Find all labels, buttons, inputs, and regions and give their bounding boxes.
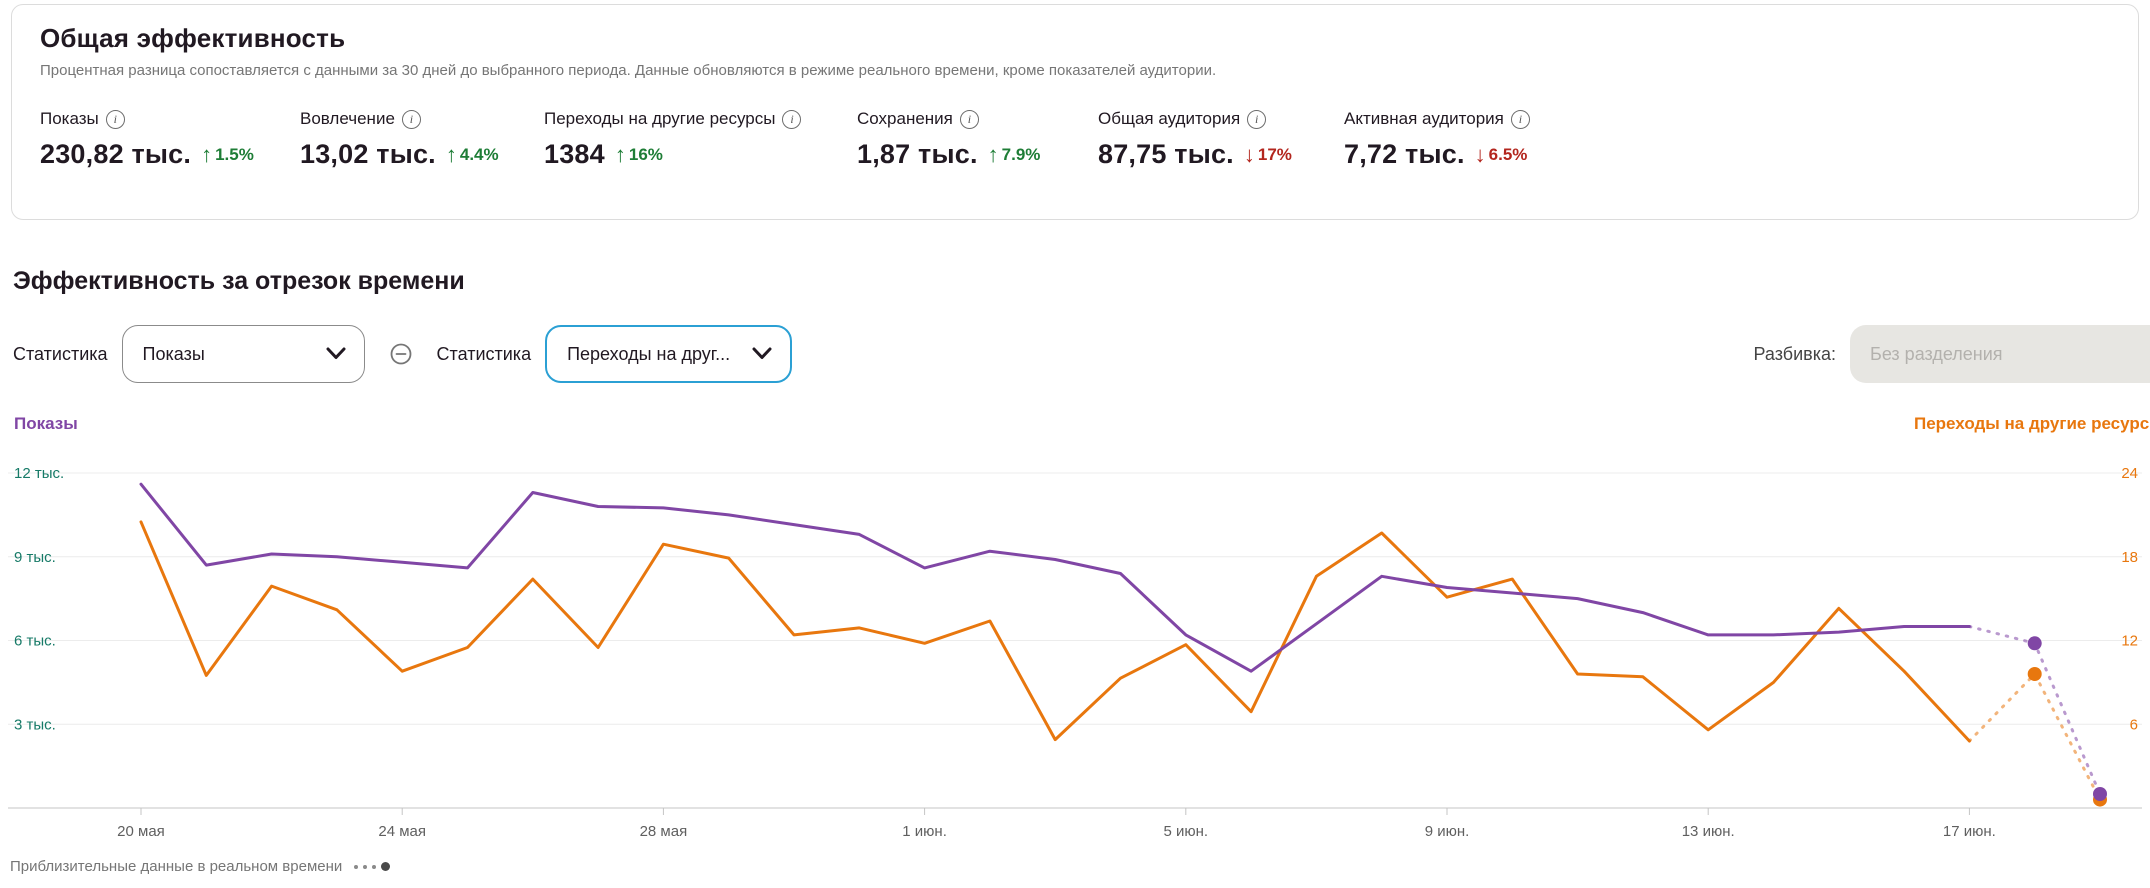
metrics-row: Показы i 230,82 тыс. ↑ 1.5% Вовлечение i…	[40, 109, 2110, 170]
remove-stat-icon[interactable]	[389, 342, 413, 366]
legend-outbound-clicks: Переходы на другие ресурсы	[1914, 414, 2150, 433]
performance-chart[interactable]: 3 тыс. 6 6 тыс. 12 9 тыс. 18 12 тыс. 24 20 мая 24…	[0, 442, 2150, 844]
metric-value: 1384	[544, 139, 605, 169]
info-icon[interactable]: i	[401, 109, 421, 129]
metric-change: 17%	[1257, 144, 1292, 164]
split-dropdown-value: Без разделения	[1870, 343, 2003, 364]
metric-label: Вовлечение	[300, 109, 395, 128]
x-axis-label: 17 июн.	[1943, 823, 1996, 840]
right-axis-label: 6	[2130, 716, 2138, 733]
trend-arrow-icon: ↑	[445, 141, 457, 167]
split-label: Разбивка:	[1753, 343, 1836, 364]
left-axis-label: 9 тыс.	[14, 549, 56, 566]
stat-label-2: Статистика	[436, 343, 532, 364]
metric-change: 7.9%	[1001, 144, 1041, 164]
metric-change: 1.5%	[215, 144, 254, 164]
metric-saves: Сохранения i 1,87 тыс. ↑ 7.9%	[857, 109, 1098, 170]
footnote-text: Приблизительные данные в реальном времен…	[10, 858, 343, 875]
series-line	[139, 520, 1971, 743]
trend-arrow-icon: ↑	[201, 141, 213, 167]
section-title: Эффективность за отрезок времени	[13, 267, 465, 295]
trend-arrow-icon: ↓	[1243, 141, 1255, 167]
metric-outbound-clicks: Переходы на другие ресурсы i 1384 ↑ 16%	[544, 109, 857, 170]
card-title: Общая эффективность	[40, 23, 346, 53]
metric-label: Показы	[40, 109, 99, 128]
metric-label: Активная аудитория	[1344, 109, 1504, 128]
legend-impressions: Показы	[14, 414, 78, 433]
chart-legend: Показы Переходы на другие ресурсы	[0, 414, 2150, 440]
x-axis-label: 5 июн.	[1164, 823, 1209, 840]
metric-value: 7,72 тыс.	[1344, 139, 1465, 169]
info-icon[interactable]: i	[1247, 109, 1267, 129]
series-line-dashed	[1967, 671, 2102, 802]
stat-dropdown-1[interactable]: Показы	[121, 325, 365, 383]
metric-value: 87,75 тыс.	[1098, 139, 1234, 169]
split-dropdown: Без разделения	[1850, 325, 2150, 383]
metric-value: 13,02 тыс.	[300, 139, 436, 169]
data-point-dot[interactable]	[2027, 636, 2042, 651]
x-axis-label: 9 июн.	[1425, 823, 1470, 840]
metric-label: Сохранения	[857, 109, 953, 128]
left-axis-label: 6 тыс.	[14, 633, 56, 650]
metric-engagements: Вовлечение i 13,02 тыс. ↑ 4.4%	[300, 109, 544, 170]
info-icon[interactable]: i	[782, 109, 802, 129]
metric-change: 16%	[628, 144, 663, 164]
chevron-down-icon	[326, 344, 346, 365]
metric-total-audience: Общая аудитория i 87,75 тыс. ↓ 17%	[1098, 109, 1344, 170]
info-icon[interactable]: i	[105, 109, 125, 129]
chart-footnote: Приблизительные данные в реальном времен…	[10, 858, 2150, 875]
series-line-dashed	[1967, 625, 2102, 796]
left-axis-label: 12 тыс.	[14, 465, 64, 482]
data-point-dot[interactable]	[2093, 787, 2107, 801]
x-axis-label: 20 мая	[117, 823, 165, 840]
card-subtitle: Процентная разница сопоставляется с данн…	[40, 62, 1217, 79]
trend-arrow-icon: ↑	[614, 141, 626, 167]
x-axis-label: 13 июн.	[1682, 823, 1735, 840]
trend-arrow-icon: ↑	[987, 141, 999, 167]
info-icon[interactable]: i	[959, 109, 979, 129]
series-line	[139, 482, 1971, 673]
trend-arrow-icon: ↓	[1474, 141, 1486, 167]
x-axis-label: 24 мая	[378, 823, 426, 840]
metric-engaged-audience: Активная аудитория i 7,72 тыс. ↓ 6.5%	[1344, 109, 1530, 170]
stat-dropdown-1-value: Показы	[142, 343, 205, 364]
overall-performance-card: Общая эффективность Процентная разница с…	[11, 4, 2139, 220]
metric-label: Общая аудитория	[1098, 109, 1241, 128]
x-axis-label: 28 мая	[640, 823, 688, 840]
chart-controls: Статистика Показы Статистика Переходы на…	[13, 324, 2150, 384]
metric-impressions: Показы i 230,82 тыс. ↑ 1.5%	[40, 109, 300, 170]
right-axis-label: 24	[2121, 465, 2138, 482]
metric-value: 230,82 тыс.	[40, 139, 192, 169]
metric-change: 4.4%	[459, 144, 499, 164]
x-axis-label: 1 июн.	[902, 823, 947, 840]
metric-value: 1,87 тыс.	[857, 139, 978, 169]
chevron-down-icon	[752, 344, 772, 365]
stat-dropdown-2[interactable]: Переходы на друг...	[545, 325, 793, 383]
stat-label-1: Статистика	[13, 343, 108, 364]
dashed-line-legend-icon	[354, 862, 391, 871]
right-axis-label: 18	[2121, 549, 2138, 566]
metric-label: Переходы на другие ресурсы	[544, 109, 776, 128]
info-icon[interactable]: i	[1510, 109, 1530, 129]
right-axis-label: 12	[2121, 633, 2138, 650]
data-point-dot[interactable]	[2027, 667, 2042, 681]
metric-change: 6.5%	[1488, 144, 1528, 164]
stat-dropdown-2-value: Переходы на друг...	[567, 343, 731, 364]
left-axis-label: 3 тыс.	[14, 716, 56, 733]
